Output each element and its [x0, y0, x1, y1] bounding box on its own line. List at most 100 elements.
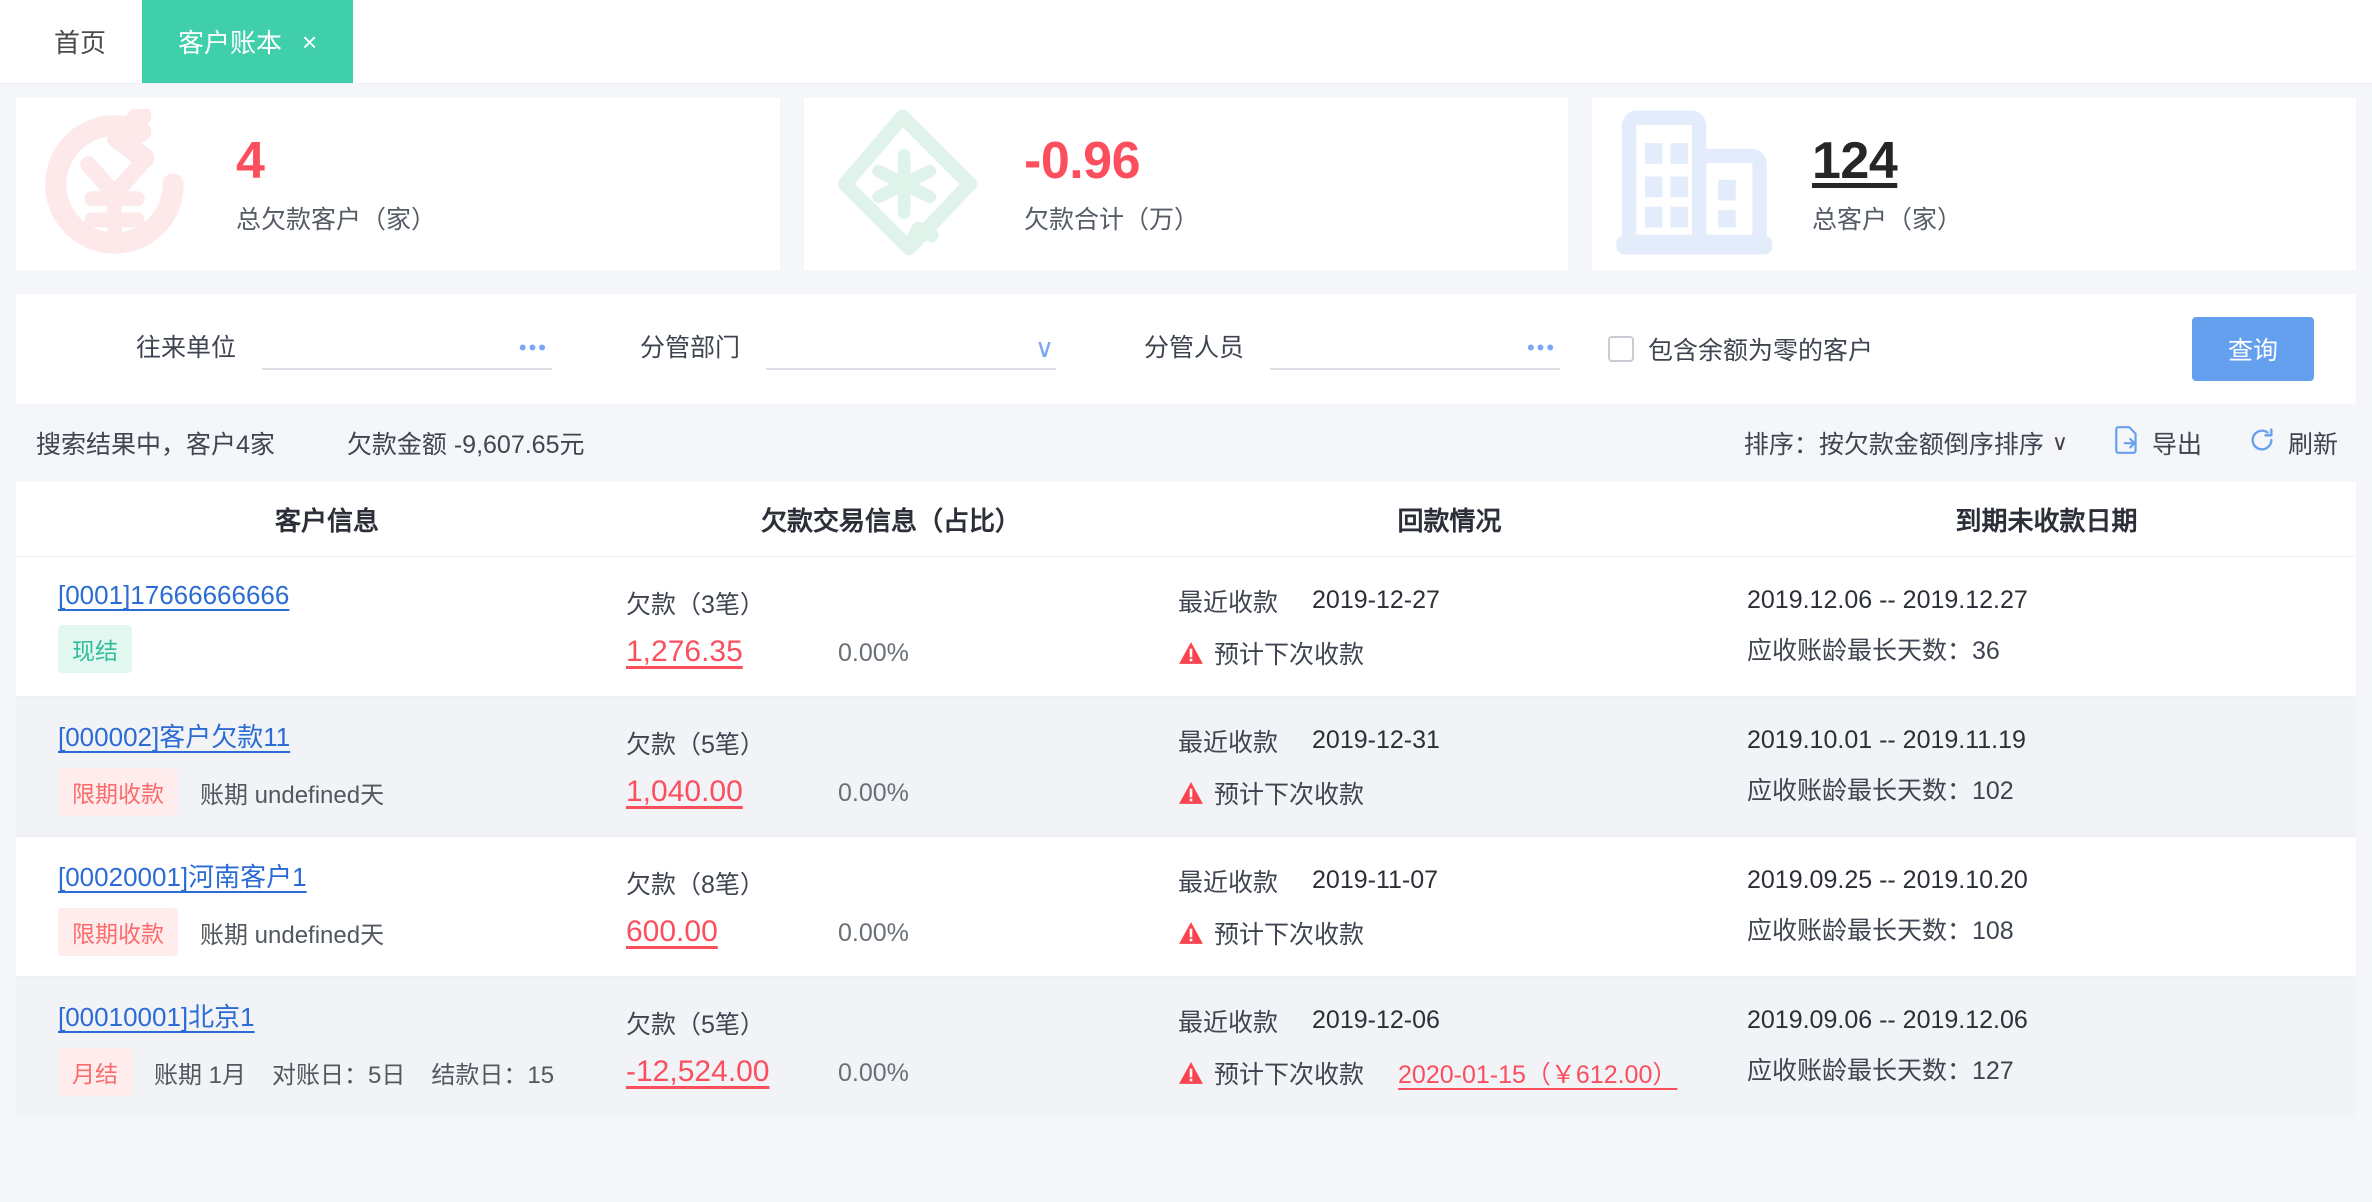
customer-meta: 限期收款 账期 undefined天: [58, 768, 596, 816]
stat-body: -0.96 欠款合计（万）: [1014, 132, 1199, 236]
ellipsis-icon[interactable]: •••: [1526, 335, 1557, 361]
debt-amount-link[interactable]: 1,276.35: [626, 634, 743, 668]
stat-body: 4 总欠款客户（家）: [226, 132, 436, 236]
table-row[interactable]: [000002]客户欠款11 限期收款 账期 undefined天 欠款（5笔） 1,0…: [16, 696, 2356, 836]
column-header-debt: 欠款交易信息（占比）: [760, 505, 1021, 536]
stat-label: 欠款合计（万）: [1024, 205, 1200, 234]
customer-name-link[interactable]: [00020001]河南客户1: [58, 862, 307, 892]
filter-field-manager: 分管人员 •••: [1144, 328, 1561, 370]
include-zero-balance-checkbox[interactable]: 包含余额为零的客户: [1608, 331, 1873, 367]
cell-repayment: 最近收款 2019-12-31 预计下次收款: [1166, 697, 1731, 836]
next-repayment-label: 预计下次收款: [1214, 640, 1365, 669]
stat-label: 总欠款客户（家）: [236, 205, 437, 234]
debt-line: 600.00 0.00%: [626, 915, 1156, 949]
stat-label: 总客户（家）: [1812, 205, 1963, 234]
debt-percent: 0.00%: [838, 918, 909, 947]
customer-terms: 账期 1月 对账日：5日 结款日：15: [154, 1055, 580, 1090]
tab-customer-ledger[interactable]: 客户账本 ×: [142, 0, 354, 83]
cell-repayment: 最近收款 2019-11-07 预计下次收款: [1166, 837, 1731, 976]
stat-value: 124: [1812, 132, 1898, 191]
debt-count: 欠款（5笔）: [626, 730, 765, 759]
next-repayment-value[interactable]: 2020-01-15（￥612.00）: [1398, 1060, 1678, 1089]
customer-name-link[interactable]: [000002]客户欠款11: [58, 722, 291, 752]
tab-label: 客户账本: [178, 28, 283, 58]
debt-count: 欠款（5笔）: [626, 1010, 765, 1039]
debt-amount-link[interactable]: 1,040.00: [626, 774, 743, 808]
export-icon: [2114, 425, 2152, 462]
due-date-range: 2019.10.01 -- 2019.11.19: [1747, 726, 2026, 754]
customer-meta-item: 结款日：15: [431, 1061, 555, 1089]
stat-value: 4: [236, 132, 265, 191]
cell-repayment: 最近收款 2019-12-06 预计下次收款 2020-01-15（￥612.00）: [1166, 977, 1731, 1116]
debt-count: 欠款（3笔）: [626, 590, 765, 619]
close-icon[interactable]: ×: [302, 26, 318, 57]
latest-repayment: 最近收款 2019-12-06: [1178, 1003, 1721, 1039]
latest-repayment-date: 2019-12-06: [1312, 1006, 1440, 1034]
customer-meta: 月结 账期 1月 对账日：5日 结款日：15: [58, 1048, 596, 1096]
debt-amount-link[interactable]: 600.00: [626, 914, 718, 948]
debt-count: 欠款（8笔）: [626, 870, 765, 899]
debt-line: 1,276.35 0.00%: [626, 635, 1156, 669]
customer-name-link[interactable]: [00010001]北京1: [58, 1002, 255, 1032]
export-button[interactable]: 导出: [2114, 425, 2202, 462]
stat-card-total-debt-customers: 4 总欠款客户（家）: [16, 98, 780, 270]
refresh-icon: [2248, 426, 2288, 461]
due-date-range: 2019.09.25 -- 2019.10.20: [1747, 866, 2028, 894]
summary-left: 搜索结果中，客户4家 欠款金额 -9,607.65元: [36, 425, 585, 461]
unit-input[interactable]: •••: [262, 328, 553, 370]
buildings-icon: [1592, 98, 1802, 270]
filter-label: 分管人员: [1144, 334, 1245, 362]
ellipsis-icon[interactable]: •••: [518, 335, 549, 361]
filter-bar: 往来单位 ••• 分管部门 ∨ 分管人员 ••• 包含余额为零的客户 查询: [16, 294, 2356, 404]
tab-bar: 首页 客户账本 ×: [0, 0, 2372, 84]
query-button[interactable]: 查询: [2191, 317, 2314, 381]
cell-repayment: 最近收款 2019-12-27 预计下次收款: [1166, 557, 1731, 696]
manager-input[interactable]: •••: [1270, 328, 1561, 370]
checkbox-box[interactable]: [1608, 336, 1635, 362]
summary-bar: 搜索结果中，客户4家 欠款金额 -9,607.65元 排序：按欠款金额倒序排序 …: [0, 404, 2372, 482]
due-date-range: 2019.12.06 -- 2019.12.27: [1747, 586, 2028, 614]
column-header-due-date: 到期未收款日期: [1955, 505, 2138, 536]
customer-meta: 现结: [58, 625, 596, 673]
discount-tag-icon: [804, 98, 1014, 270]
table-row[interactable]: [0001]17666666666 现结 欠款（3笔） 1,276.35 0.00% 最近…: [16, 556, 2356, 696]
sort-dropdown[interactable]: 排序：按欠款金额倒序排序 ∨: [1744, 425, 2068, 461]
latest-repayment-label: 最近收款: [1178, 588, 1279, 617]
debt-amount-text: 欠款金额 -9,607.65元: [346, 431, 585, 459]
status-badge: 月结: [58, 1048, 132, 1096]
tab-home[interactable]: 首页: [18, 0, 142, 83]
status-badge: 限期收款: [58, 908, 178, 956]
table-row[interactable]: [00010001]北京1 月结 账期 1月 对账日：5日 结款日：15 欠款（5笔） -1…: [16, 976, 2356, 1116]
next-repayment: 预计下次收款: [1178, 635, 1721, 671]
latest-repayment-label: 最近收款: [1178, 868, 1279, 897]
cell-debt: 欠款（3笔） 1,276.35 0.00%: [606, 557, 1166, 696]
latest-repayment-date: 2019-12-27: [1312, 586, 1440, 614]
chevron-down-icon: ∨: [2051, 430, 2068, 455]
filter-field-unit: 往来单位 •••: [136, 328, 553, 370]
debt-percent: 0.00%: [838, 778, 909, 807]
cell-customer: [00010001]北京1 月结 账期 1月 对账日：5日 结款日：15: [16, 977, 606, 1116]
debt-amount-link[interactable]: -12,524.00: [626, 1054, 770, 1088]
customer-meta-item: 账期 undefined天: [200, 781, 385, 809]
column-header-repayment: 回款情况: [1397, 505, 1502, 536]
next-repayment-label: 预计下次收款: [1214, 920, 1365, 949]
cell-due-date: 2019.09.06 -- 2019.12.06 应收账龄最长天数：127: [1731, 977, 2356, 1116]
export-label: 导出: [2151, 431, 2202, 459]
next-repayment-label: 预计下次收款: [1214, 1060, 1365, 1089]
column-header-customer: 客户信息: [274, 505, 379, 536]
due-date-range: 2019.09.06 -- 2019.12.06: [1747, 1006, 2028, 1034]
result-count-text: 搜索结果中，客户4家: [36, 431, 275, 459]
checkbox-label: 包含余额为零的客户: [1648, 337, 1874, 365]
stat-value: -0.96: [1024, 132, 1141, 191]
refresh-button[interactable]: 刷新: [2248, 425, 2338, 461]
department-select[interactable]: ∨: [766, 328, 1057, 370]
chevron-down-icon[interactable]: ∨: [1035, 333, 1055, 363]
customer-name-link[interactable]: [0001]17666666666: [58, 580, 290, 610]
latest-repayment: 最近收款 2019-12-31: [1178, 723, 1721, 759]
cell-due-date: 2019.10.01 -- 2019.11.19 应收账龄最长天数：102: [1731, 697, 2356, 836]
cell-debt: 欠款（8笔） 600.00 0.00%: [606, 837, 1166, 976]
stat-card-total-debt-amount: -0.96 欠款合计（万）: [804, 98, 1568, 270]
latest-repayment-label: 最近收款: [1178, 728, 1279, 757]
status-badge: 限期收款: [58, 768, 178, 816]
table-row[interactable]: [00020001]河南客户1 限期收款 账期 undefined天 欠款（8笔） 60…: [16, 836, 2356, 976]
